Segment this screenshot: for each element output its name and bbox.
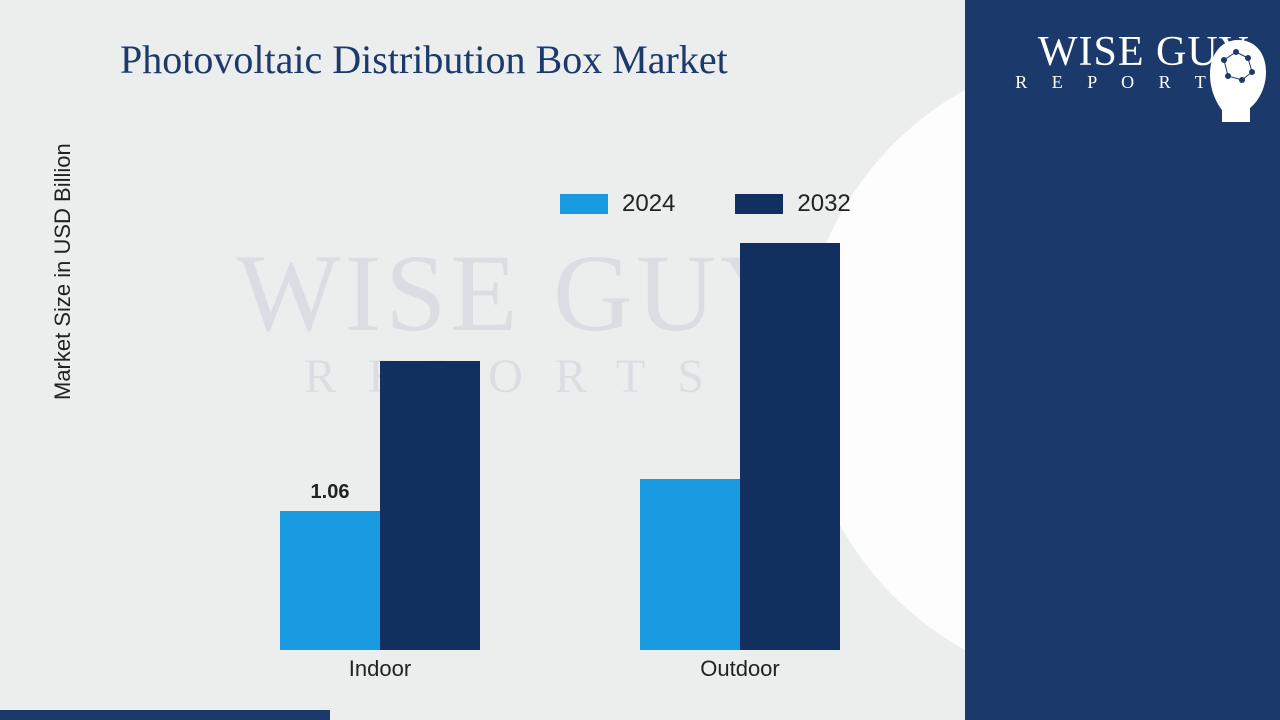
legend-label-2032: 2032 [797, 190, 850, 218]
bar-outdoor-2024 [640, 479, 740, 650]
legend: 2024 2032 [560, 190, 851, 218]
brand-head-icon [1202, 36, 1274, 124]
chart-title: Photovoltaic Distribution Box Market [120, 38, 820, 82]
legend-item-2024: 2024 [560, 190, 675, 218]
y-axis-label: Market Size in USD Billion [50, 143, 76, 400]
bar-group-outdoor: Outdoor [620, 230, 860, 650]
legend-label-2024: 2024 [622, 190, 675, 218]
bar-label-indoor-2024: 1.06 [280, 481, 380, 504]
category-label-indoor: Indoor [260, 656, 500, 682]
bottom-accent-bar [0, 710, 330, 720]
bar-indoor-2024: 1.06 [280, 511, 380, 650]
legend-item-2032: 2032 [735, 190, 850, 218]
plot-area: 1.06 Indoor Outdoor [110, 230, 940, 650]
chart-canvas: WISE GUY REPORTS Photovoltaic Distributi… [0, 0, 1280, 720]
bar-outdoor-2032 [740, 243, 840, 650]
legend-swatch-2032 [735, 194, 783, 214]
category-label-outdoor: Outdoor [620, 656, 860, 682]
bar-group-indoor: 1.06 Indoor [260, 230, 500, 650]
legend-swatch-2024 [560, 194, 608, 214]
bar-indoor-2032 [380, 361, 480, 650]
